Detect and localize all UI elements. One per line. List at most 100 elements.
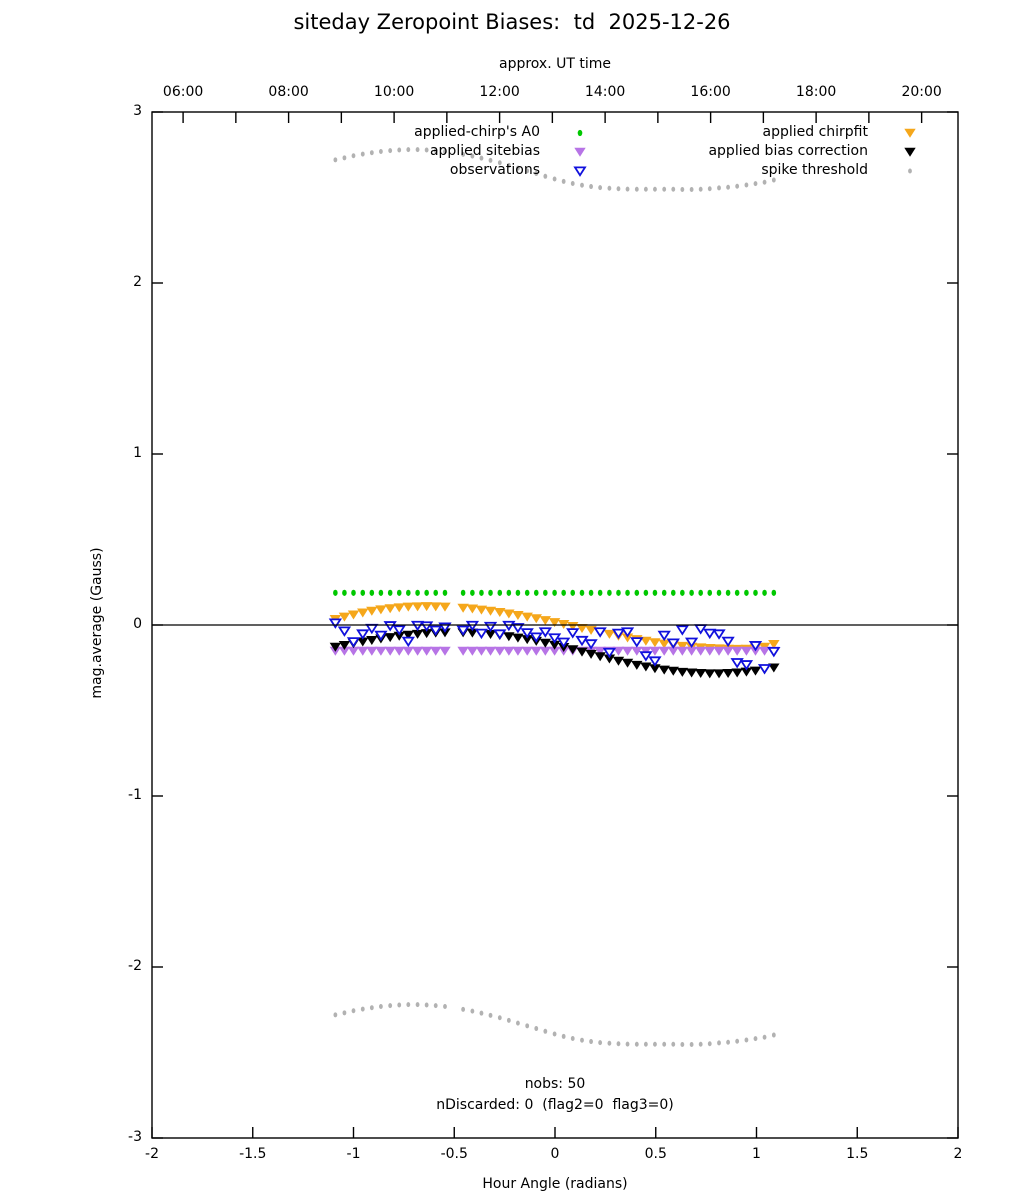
applied-chirps-a0-marker (762, 589, 767, 596)
applied-chirps-a0-marker (333, 589, 338, 596)
applied-chirps-a0-marker (497, 589, 503, 596)
spike-threshold-upper-marker (525, 168, 530, 174)
applied-chirpfit-marker (521, 612, 533, 622)
applied-sitebias-marker (366, 646, 378, 656)
applied-chirps-a0-marker (369, 589, 375, 596)
spike-threshold-upper-marker (379, 149, 383, 155)
applied-sitebias-marker (694, 646, 707, 656)
spike-threshold-lower-marker (726, 1039, 730, 1045)
applied-chirpfit-marker (676, 641, 689, 651)
spike-threshold-upper-marker (771, 177, 776, 183)
applied-chirps-a0-marker (561, 589, 566, 596)
applied-chirpfit-marker (576, 624, 588, 634)
applied-bias-correction-marker (649, 664, 661, 674)
spike-threshold-lower-marker (598, 1040, 603, 1046)
ut-time-axis-label: approx. UT time (499, 56, 611, 72)
applied-chirps-a0-marker (351, 589, 356, 596)
applied-bias-correction-marker (594, 652, 606, 662)
observations-marker (620, 627, 635, 638)
applied-bias-correction-marker (740, 667, 753, 677)
applied-bias-correction-marker (357, 637, 369, 647)
applied-chirps-a0-marker (488, 589, 493, 596)
applied-bias-correction-marker (384, 633, 396, 643)
applied-sitebias-marker (384, 646, 396, 656)
applied-chirpfit-marker (530, 614, 542, 624)
ut-time-tick-label: 06:00 (162, 84, 204, 100)
applied-sitebias-marker (667, 646, 679, 656)
observations-marker (493, 629, 507, 640)
observations-marker (684, 637, 699, 648)
applied-bias-correction-marker (731, 668, 743, 678)
applied-chirpfit-marker (411, 602, 424, 612)
spike-threshold-lower-marker (543, 1028, 548, 1034)
spike-threshold-lower-marker (735, 1038, 740, 1044)
observations-marker (547, 633, 562, 644)
applied-chirpfit-marker (393, 603, 405, 613)
applied-sitebias-marker (758, 646, 771, 656)
spike-threshold-lower-marker (762, 1034, 767, 1040)
applied-sitebias-marker (722, 646, 734, 656)
ut-time-tick-label: 12:00 (479, 84, 520, 100)
spike-threshold-upper-marker (698, 186, 703, 192)
applied-chirps-a0-marker (734, 589, 740, 596)
spike-threshold-lower-marker (561, 1033, 566, 1039)
observations-marker (392, 625, 406, 636)
applied-chirps-a0-marker (342, 589, 347, 596)
spike-threshold-lower-marker (433, 1003, 438, 1009)
observations-marker (511, 623, 525, 634)
applied-sitebias-marker (713, 646, 725, 656)
applied-bias-correction-marker (420, 629, 433, 639)
spike-threshold-lower-marker (461, 1006, 466, 1012)
y-tick-label: -2 (128, 958, 142, 974)
spike-threshold-upper-marker (671, 186, 676, 192)
spike-threshold-lower-marker (643, 1041, 648, 1047)
applied-chirpfit-marker (621, 633, 634, 643)
observations-marker (566, 628, 580, 639)
spike-threshold-lower-marker (388, 1003, 393, 1009)
spike-threshold-lower-marker (680, 1041, 685, 1047)
applied-chirps-a0-marker (698, 589, 703, 596)
applied-chirps-a0-marker (744, 589, 749, 596)
applied-sitebias-marker (685, 646, 698, 656)
applied-chirps-a0-marker (661, 589, 667, 596)
applied-chirpfit-marker (430, 602, 442, 612)
applied-chirps-a0-marker (470, 589, 475, 596)
applied-bias-correction-legend-label: applied bias correction (708, 143, 868, 159)
applied-sitebias-marker (393, 646, 405, 656)
spike-threshold-lower-marker (443, 1004, 447, 1010)
observations-marker (474, 628, 489, 640)
applied-chirps-a0-marker (533, 589, 539, 596)
spike-threshold-lower-marker (744, 1037, 749, 1043)
spike-threshold-upper-marker (634, 186, 639, 192)
applied-chirps-a0-marker (643, 589, 649, 596)
spike-threshold-upper-marker (506, 162, 511, 168)
applied-sitebias-marker (621, 646, 634, 656)
spike-threshold-upper-marker (561, 178, 566, 184)
applied-bias-correction-marker (539, 638, 552, 648)
applied-chirps-a0-marker (753, 589, 758, 596)
applied-chirpfit-marker (366, 606, 378, 616)
applied-sitebias-marker (612, 646, 625, 656)
observations-marker (703, 628, 717, 640)
spike-threshold-lower-marker (525, 1023, 530, 1029)
applied-chirps-a0-marker (506, 589, 512, 596)
y-tick-label: 3 (133, 103, 142, 119)
spike-threshold-lower-marker (397, 1002, 402, 1008)
observations-marker (721, 636, 735, 648)
spike-threshold-lower-marker (698, 1041, 703, 1047)
applied-chirpfit-marker (484, 606, 497, 616)
spike-threshold-upper-marker (424, 147, 429, 153)
spike-threshold-lower-marker (607, 1040, 612, 1046)
applied-sitebias-marker (539, 646, 552, 656)
applied-sitebias-marker (338, 646, 351, 656)
spike-threshold-lower-marker (662, 1041, 667, 1047)
x-tick-label: -1 (346, 1146, 361, 1162)
spike-threshold-lower-marker (488, 1012, 493, 1018)
spike-threshold-upper-marker (479, 155, 484, 161)
applied-sitebias-marker (439, 646, 451, 656)
spike-threshold-upper-marker (388, 148, 393, 154)
applied-chirpfit-marker (375, 605, 387, 615)
applied-chirps-a0-marker (616, 589, 621, 596)
applied-bias-correction-marker (603, 654, 616, 664)
observations-marker (730, 658, 744, 669)
